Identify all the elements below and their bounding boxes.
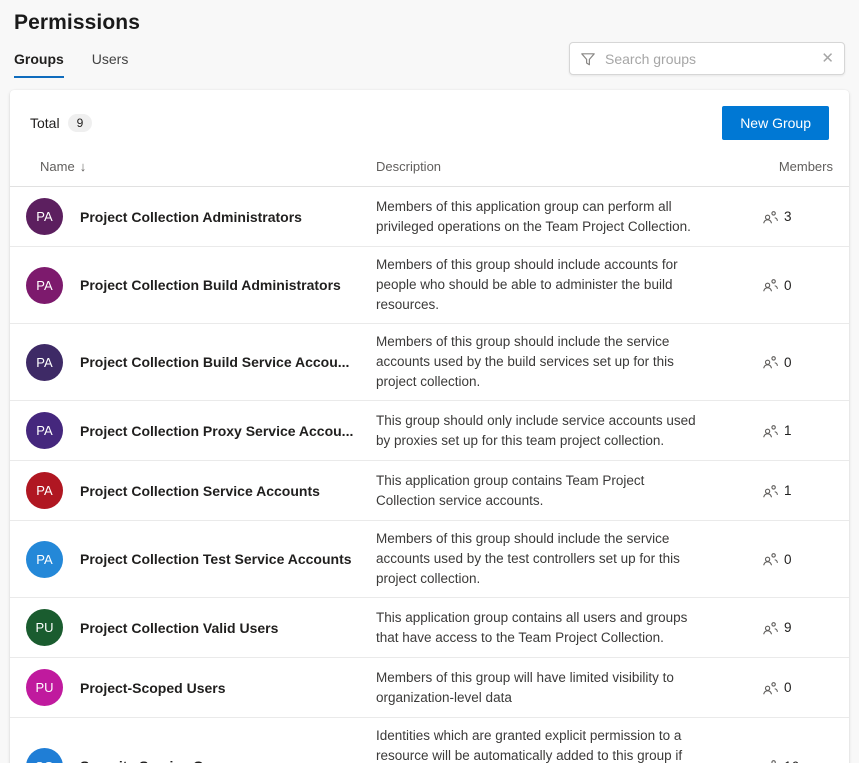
group-name[interactable]: Project-Scoped Users xyxy=(80,679,226,696)
group-avatar: PU xyxy=(26,669,63,706)
group-avatar: PA xyxy=(26,266,63,304)
members-cell: 9 xyxy=(753,620,833,636)
search-box[interactable]: ✕ xyxy=(569,42,845,75)
group-avatar: PA xyxy=(26,343,63,381)
people-icon xyxy=(762,423,778,439)
column-header-members: Members xyxy=(778,158,833,174)
total-count-badge: 9 xyxy=(67,113,93,132)
group-name[interactable]: Project Collection Administrators xyxy=(80,208,302,225)
group-name[interactable]: Project Collection Service Accounts xyxy=(80,482,320,499)
people-icon xyxy=(762,483,778,499)
group-description: Members of this group should include acc… xyxy=(376,257,678,312)
members-cell: 16 xyxy=(753,758,833,763)
group-description: This application group contains Team Pro… xyxy=(376,472,645,508)
people-icon xyxy=(762,551,778,567)
table-row[interactable]: PA Project Collection Proxy Service Acco… xyxy=(10,401,849,461)
members-cell: 0 xyxy=(753,680,833,696)
group-name-cell: PA Project Collection Service Accounts xyxy=(26,466,376,515)
group-avatar: PA xyxy=(26,540,63,578)
group-name-cell: PA Project Collection Build Administrato… xyxy=(26,261,376,310)
new-group-button[interactable]: New Group xyxy=(722,105,829,140)
group-avatar: PA xyxy=(26,198,63,235)
people-icon xyxy=(762,354,778,370)
group-name-cell: SG Security Service Group xyxy=(26,742,376,763)
group-name[interactable]: Project Collection Proxy Service Accou..… xyxy=(80,422,354,439)
group-name-cell: PA Project Collection Proxy Service Acco… xyxy=(26,406,376,455)
group-name-cell: PA Project Collection Build Service Acco… xyxy=(26,338,376,387)
table-row[interactable]: PA Project Collection Build Service Acco… xyxy=(10,324,849,401)
table-header: Name ↓ Description Members xyxy=(10,146,849,187)
people-icon xyxy=(762,277,778,293)
members-cell: 3 xyxy=(753,209,833,225)
group-description: This application group contains all user… xyxy=(376,609,688,645)
members-cell: 1 xyxy=(753,483,833,499)
group-description: Identities which are granted explicit pe… xyxy=(376,728,683,763)
group-name[interactable]: Security Service Group xyxy=(80,758,235,763)
table-row[interactable]: SG Security Service Group Identities whi… xyxy=(10,718,849,763)
members-cell: 0 xyxy=(753,277,833,293)
group-avatar: SG xyxy=(26,747,63,763)
group-description: Members of this application group can pe… xyxy=(376,198,691,234)
group-name-cell: PU Project-Scoped Users xyxy=(26,663,376,712)
total: Total 9 xyxy=(30,113,93,132)
group-name[interactable]: Project Collection Build Service Accou..… xyxy=(80,354,350,370)
table-row[interactable]: PA Project Collection Build Administrato… xyxy=(10,247,849,324)
tab-users[interactable]: Users xyxy=(91,51,129,67)
group-description: This group should only include service a… xyxy=(376,412,696,448)
group-name[interactable]: Project Collection Build Administrators xyxy=(80,277,341,293)
members-count: 0 xyxy=(784,551,792,567)
tabbar: Groups Users xyxy=(14,51,859,78)
members-count: 9 xyxy=(784,620,792,635)
group-avatar: PU xyxy=(26,609,63,646)
group-description: Members of this group should include the… xyxy=(376,334,674,389)
search-input[interactable] xyxy=(605,50,822,67)
total-label: Total xyxy=(30,114,60,131)
card-toolbar: Total 9 New Group xyxy=(10,90,849,146)
table-row[interactable]: PA Project Collection Administrators Mem… xyxy=(10,187,849,247)
members-cell: 0 xyxy=(753,551,833,567)
table-row[interactable]: PU Project-Scoped Users Members of this … xyxy=(10,658,849,718)
column-header-description: Description xyxy=(376,158,442,174)
people-icon xyxy=(762,758,778,763)
people-icon xyxy=(762,209,778,225)
sort-descending-icon[interactable]: ↓ xyxy=(79,158,87,174)
members-count: 16 xyxy=(784,759,799,763)
group-name-cell: PA Project Collection Administrators xyxy=(26,192,376,241)
close-icon[interactable]: ✕ xyxy=(821,50,834,67)
table-row[interactable]: PA Project Collection Service Accounts T… xyxy=(10,461,849,521)
funnel-icon xyxy=(580,51,596,67)
people-icon xyxy=(762,620,778,636)
column-header-name[interactable]: Name ↓ xyxy=(40,158,87,174)
members-count: 0 xyxy=(784,680,792,695)
members-cell: 0 xyxy=(753,354,833,370)
tab-groups[interactable]: Groups xyxy=(14,51,64,78)
group-avatar: PA xyxy=(26,472,63,509)
members-count: 1 xyxy=(784,483,792,498)
people-icon xyxy=(762,680,778,696)
members-cell: 1 xyxy=(753,423,833,439)
members-count: 0 xyxy=(784,277,792,293)
group-name-cell: PA Project Collection Test Service Accou… xyxy=(26,535,376,584)
group-name[interactable]: Project Collection Test Service Accounts xyxy=(80,551,352,567)
group-description: Members of this group should include the… xyxy=(376,531,680,586)
groups-table-body: PA Project Collection Administrators Mem… xyxy=(10,187,849,763)
members-count: 0 xyxy=(784,354,792,370)
groups-card: Total 9 New Group Name ↓ Description Mem… xyxy=(10,90,849,763)
table-row[interactable]: PU Project Collection Valid Users This a… xyxy=(10,598,849,658)
members-count: 1 xyxy=(784,423,792,438)
table-row[interactable]: PA Project Collection Test Service Accou… xyxy=(10,521,849,598)
members-count: 3 xyxy=(784,209,792,224)
group-description: Members of this group will have limited … xyxy=(376,669,674,705)
group-name[interactable]: Project Collection Valid Users xyxy=(80,619,279,636)
group-name-cell: PU Project Collection Valid Users xyxy=(26,603,376,652)
group-avatar: PA xyxy=(26,412,63,449)
page-title: Permissions xyxy=(14,11,140,34)
